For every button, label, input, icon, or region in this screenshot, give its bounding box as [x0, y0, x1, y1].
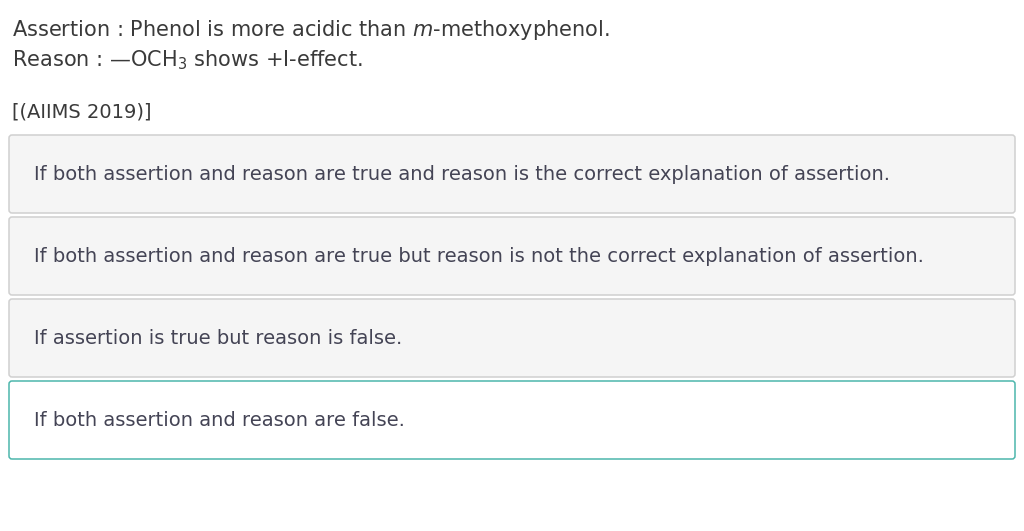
- FancyBboxPatch shape: [9, 217, 1015, 295]
- Text: If both assertion and reason are true but reason is not the correct explanation : If both assertion and reason are true bu…: [34, 246, 924, 266]
- FancyBboxPatch shape: [9, 135, 1015, 213]
- Text: [(AIIMS 2019)]: [(AIIMS 2019)]: [12, 103, 152, 122]
- Text: Assertion : Phenol is more acidic than $\it{m}$-methoxyphenol.: Assertion : Phenol is more acidic than $…: [12, 18, 609, 42]
- Text: If assertion is true but reason is false.: If assertion is true but reason is false…: [34, 329, 402, 347]
- FancyBboxPatch shape: [9, 299, 1015, 377]
- Text: If both assertion and reason are true and reason is the correct explanation of a: If both assertion and reason are true an…: [34, 165, 890, 184]
- Text: Reason : —OCH$_3$ shows +I-effect.: Reason : —OCH$_3$ shows +I-effect.: [12, 48, 362, 72]
- Text: If both assertion and reason are false.: If both assertion and reason are false.: [34, 410, 404, 430]
- FancyBboxPatch shape: [9, 381, 1015, 459]
